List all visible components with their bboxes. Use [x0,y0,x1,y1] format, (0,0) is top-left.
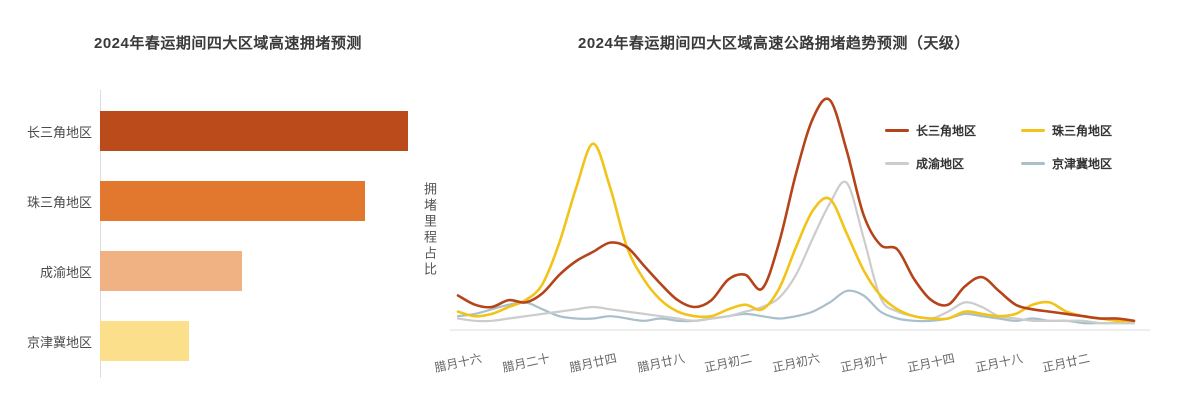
bar-track [100,181,424,221]
legend-item: 成渝地区 [885,155,1013,172]
bar-category-label: 京津冀地区 [26,334,92,350]
line-chart [450,97,1150,331]
legend-swatch [1021,162,1045,165]
x-axis-label: 腊月廿八 [635,351,686,375]
bar-row: 京津冀地区 [14,306,424,376]
bar-chart-axis-line [100,90,101,378]
legend-label: 成渝地区 [916,157,965,171]
bar [100,251,242,291]
bar-row: 成渝地区 [14,236,424,306]
bar-category-label: 长三角地区 [26,124,92,140]
x-axis-label: 正月十四 [906,351,957,375]
x-axis-labels: 腊月十六 腊月二十 腊月廿四 腊月廿八 正月初二 正月初六 正月初十 正月十四 … [433,346,1150,391]
line-chart-title: 2024年春运期间四大区域高速公路拥堵趋势预测（天级） [578,35,970,52]
x-axis-label: 腊月十六 [433,351,484,375]
legend-item: 长三角地区 [885,122,1013,139]
line-series-0 [456,97,1136,323]
legend-swatch [885,129,909,132]
legend-swatch [1021,129,1045,132]
bar-row: 长三角地区 [14,96,424,166]
bar-track [100,111,424,151]
bar-category-label: 珠三角地区 [26,194,92,210]
bar-track [100,321,424,361]
line-series-1 [456,142,1136,323]
bar [100,181,365,221]
bar [100,111,408,151]
bar-category-label: 成渝地区 [39,264,92,280]
legend-item: 京津冀地区 [1021,155,1112,172]
bar [100,321,190,361]
x-axis-label: 正月十八 [973,351,1024,375]
y-axis-label: 拥堵里程占比 [422,182,437,278]
legend-label: 珠三角地区 [1052,124,1113,138]
bar-track [100,251,424,291]
x-axis-label: 腊月廿四 [568,351,619,375]
x-axis-label: 正月初二 [703,351,754,375]
legend-swatch [885,162,909,165]
legend-label: 京津冀地区 [1052,157,1113,171]
x-axis-label: 正月初十 [838,351,889,375]
legend: 长三角地区 珠三角地区 成渝地区 京津冀地区 [885,122,1112,172]
x-axis-label: 正月廿二 [1041,351,1092,375]
bar-chart-title: 2024年春运期间四大区域高速拥堵预测 [94,35,362,52]
line-series-3 [456,289,1136,325]
legend-item: 珠三角地区 [1021,122,1112,139]
legend-label: 长三角地区 [916,124,977,138]
line-series-2 [456,180,1136,325]
x-axis-label: 腊月二十 [500,351,551,375]
bar-row: 珠三角地区 [14,166,424,236]
x-axis-label: 正月初六 [771,351,822,375]
bar-chart: 长三角地区 珠三角地区 成渝地区 京津冀地区 [14,90,424,378]
